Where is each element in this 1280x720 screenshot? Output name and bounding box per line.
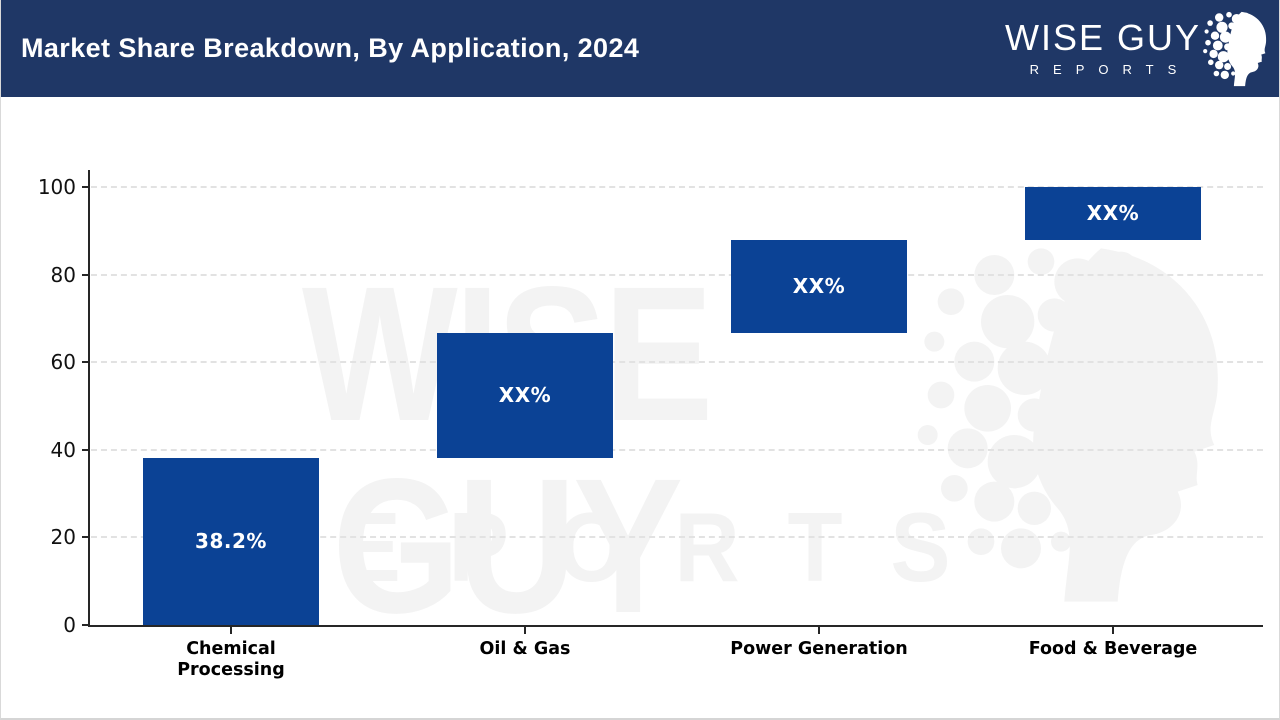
wiseguy-logo: WISE GUY REPORTS (1005, 5, 1271, 93)
logo-wordmark: WISE GUY (1004, 17, 1201, 58)
logo-subtext: REPORTS (1029, 62, 1191, 77)
logo-face-icon (1203, 11, 1267, 86)
x-category-label: Oil & Gas (479, 639, 571, 659)
bar-0: 38.2% (143, 457, 319, 625)
y-tick-60 (82, 361, 90, 364)
gridline-y80 (91, 273, 1263, 276)
gridline-y40 (91, 448, 1263, 451)
y-tick-0 (82, 624, 90, 626)
x-tick-0 (230, 627, 232, 634)
y-tick-label-0: 0 (63, 613, 76, 637)
logo-wordmark-block: WISE GUY REPORTS (1004, 17, 1201, 78)
bar-value-label: 38.2% (195, 529, 267, 554)
bar-1: XX% (437, 333, 613, 458)
gridline-y60 (91, 361, 1263, 364)
bar-2: XX% (731, 239, 907, 334)
y-tick-label-60: 60 (50, 350, 76, 375)
y-tick-100 (82, 186, 90, 188)
y-tick-80 (82, 273, 90, 276)
x-axis-line (88, 625, 1263, 627)
x-tick-1 (524, 627, 526, 634)
y-axis-line (88, 170, 90, 627)
bar-3: XX% (1025, 187, 1201, 240)
y-tick-label-100: 100 (37, 175, 76, 199)
y-tick-label-20: 20 (50, 525, 76, 550)
x-tick-3 (1112, 627, 1114, 634)
y-tick-20 (82, 536, 90, 539)
gridline-y20 (91, 536, 1263, 539)
y-tick-40 (82, 448, 90, 451)
y-tick-label-80: 80 (50, 262, 76, 287)
gridline-y100 (91, 186, 1263, 188)
bar-value-label: XX% (1086, 201, 1140, 226)
page-title: Market Share Breakdown, By Application, … (21, 33, 640, 63)
bar-value-label: XX% (498, 383, 552, 408)
x-category-label: Power Generation (730, 639, 908, 659)
x-tick-2 (818, 627, 820, 634)
x-category-label: Food & Beverage (1028, 639, 1198, 659)
bar-value-label: XX% (792, 274, 846, 299)
x-category-label: Chemical Processing (177, 639, 285, 680)
y-tick-label-40: 40 (50, 437, 76, 462)
header-bar: Market Share Breakdown, By Application, … (1, 0, 1279, 97)
